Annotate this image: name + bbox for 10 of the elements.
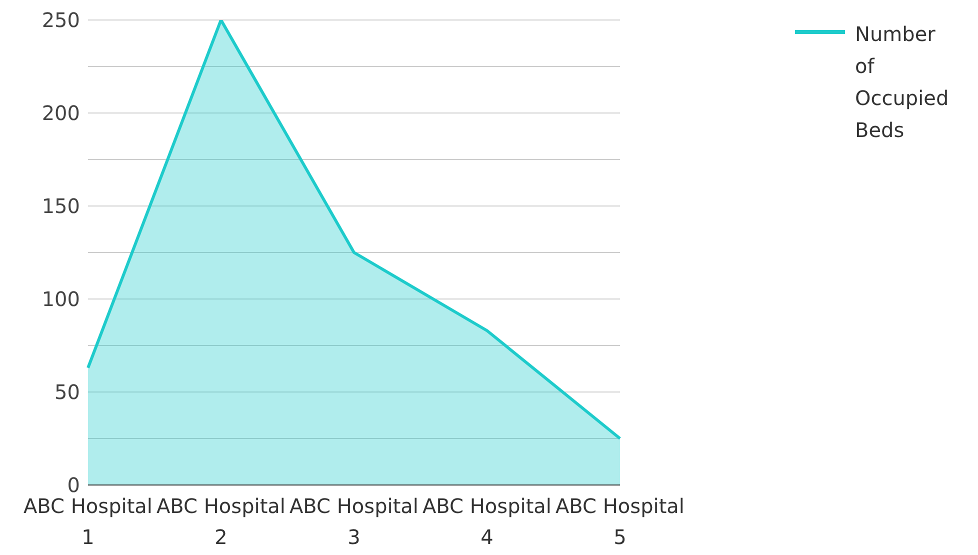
y-tick-label: 200	[42, 101, 80, 126]
legend-label: Number of Occupied Beds	[855, 21, 950, 144]
y-tick-label: 150	[42, 194, 80, 218]
x-tick-label: ABC Hospital 4	[422, 494, 552, 549]
x-tick-label: ABC Hospital 5	[556, 494, 684, 549]
y-tick-label: 50	[54, 380, 80, 404]
y-tick-label: 250	[42, 8, 80, 32]
x-tick-label: ABC Hospital 3	[290, 494, 418, 549]
y-tick-label: 100	[42, 287, 80, 312]
x-tick-label: ABC Hospital 2	[156, 494, 286, 549]
